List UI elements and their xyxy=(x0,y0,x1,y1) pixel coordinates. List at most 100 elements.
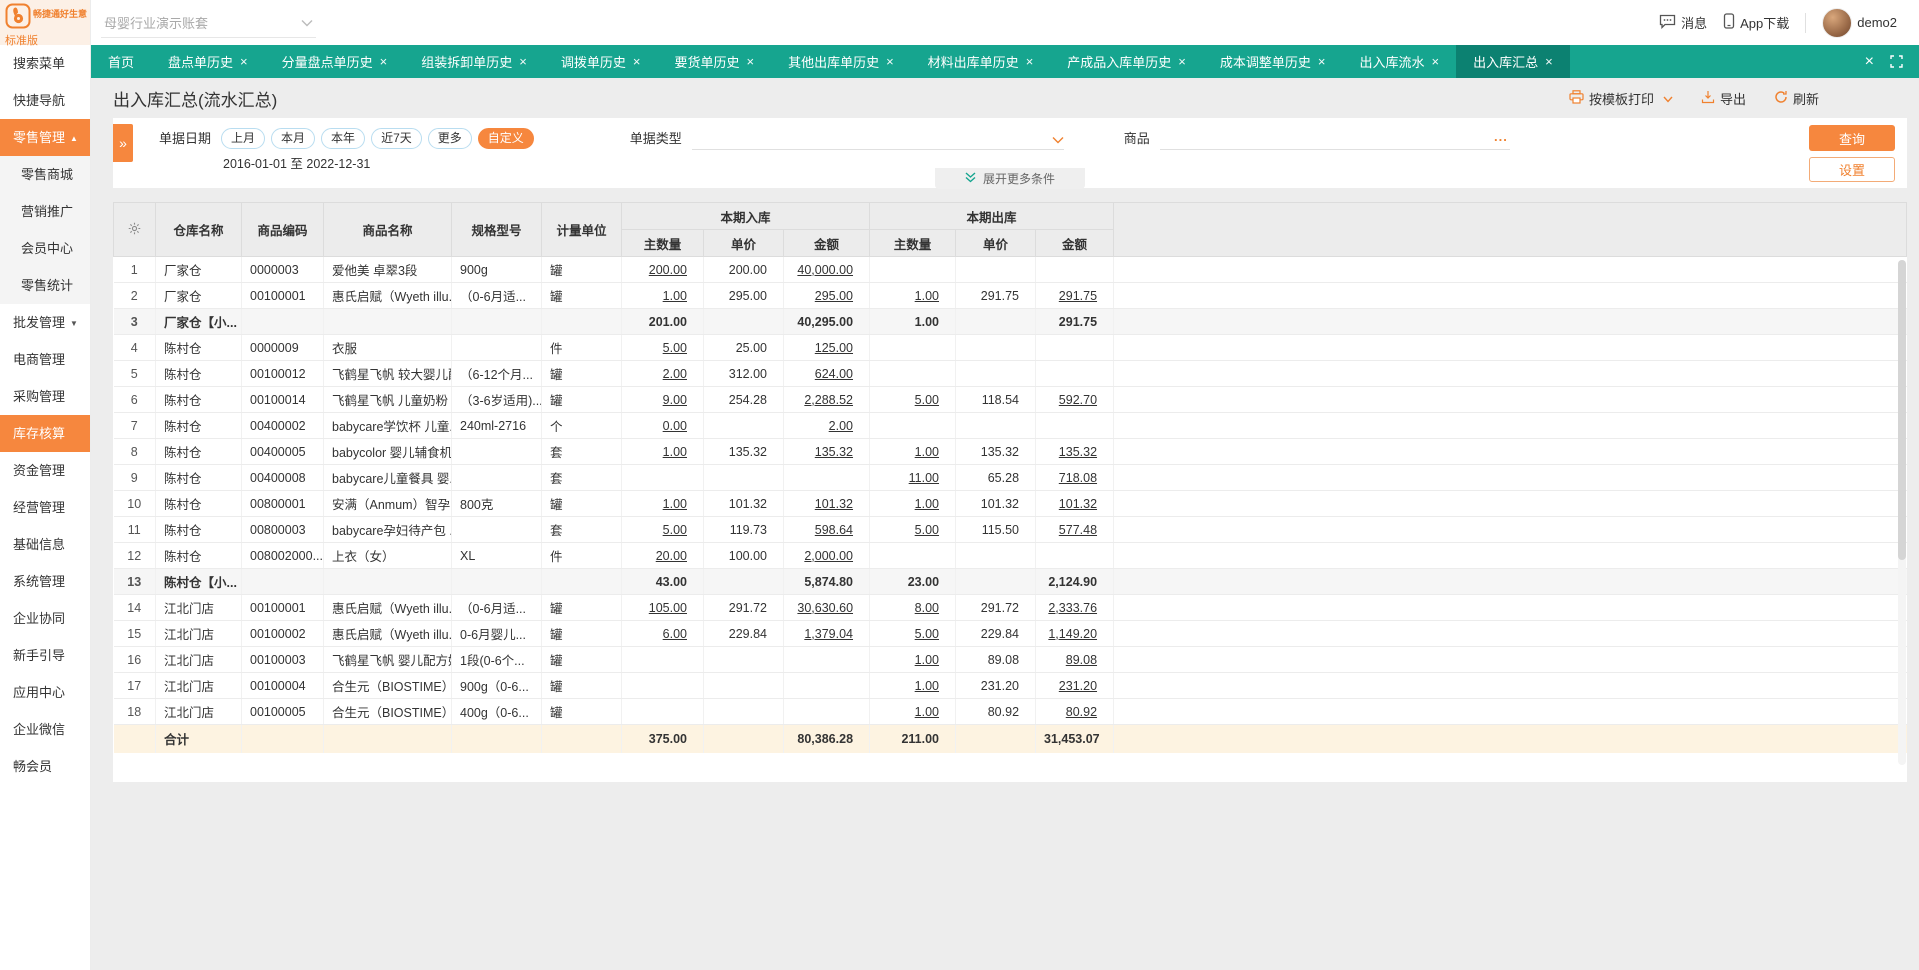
in-amount-link[interactable]: 125.00 xyxy=(814,340,854,355)
tab-close-icon[interactable]: × xyxy=(1317,54,1326,69)
header-product-name[interactable]: 商品名称 xyxy=(323,202,452,257)
sidebar-item-16[interactable]: 新手引导 xyxy=(0,637,90,674)
in-amount-link[interactable]: 135.32 xyxy=(814,444,854,459)
in-amount-link[interactable]: 2,288.52 xyxy=(804,392,854,407)
header-in-price[interactable]: 单价 xyxy=(703,229,784,257)
out-qty-link[interactable]: 5.00 xyxy=(914,392,940,407)
tab-9[interactable]: 成本调整单历史 × xyxy=(1203,45,1343,78)
in-amount-link[interactable]: 295.00 xyxy=(814,288,854,303)
in-qty-link[interactable]: 5.00 xyxy=(662,340,687,355)
out-amount-link[interactable]: 592.70 xyxy=(1058,392,1098,407)
tab-11[interactable]: 出入库汇总 × xyxy=(1456,45,1570,78)
out-amount-link[interactable]: 89.08 xyxy=(1065,652,1098,667)
sidebar-item-12[interactable]: 经营管理 xyxy=(0,489,90,526)
tab-6[interactable]: 其他出库单历史 × xyxy=(771,45,911,78)
in-qty-link[interactable]: 1.00 xyxy=(662,288,687,303)
sidebar-item-11[interactable]: 资金管理 xyxy=(0,452,90,489)
sidebar-item-14[interactable]: 系统管理 xyxy=(0,563,90,600)
date-pill-1[interactable]: 本月 xyxy=(271,128,316,149)
sidebar-item-9[interactable]: 采购管理 xyxy=(0,378,90,415)
sidebar-item-6[interactable]: 零售统计 xyxy=(0,267,90,304)
in-qty-link[interactable]: 0.00 xyxy=(662,418,687,433)
in-amount-link[interactable]: 30,630.60 xyxy=(797,600,854,615)
tab-close-icon[interactable]: × xyxy=(1025,54,1034,69)
tab-4[interactable]: 调拨单历史 × xyxy=(544,45,658,78)
product-picker-ellipsis[interactable]: ... xyxy=(1493,129,1508,144)
app-download-button[interactable]: App下载 xyxy=(1723,13,1789,32)
date-pill-2[interactable]: 本年 xyxy=(321,128,366,149)
in-amount-link[interactable]: 598.64 xyxy=(814,522,854,537)
user-menu[interactable]: demo2 xyxy=(1822,7,1897,38)
sidebar-item-18[interactable]: 企业微信 xyxy=(0,711,90,748)
tab-close-icon[interactable]: × xyxy=(1178,54,1186,69)
sidebar-item-8[interactable]: 电商管理 xyxy=(0,341,90,378)
out-qty-link[interactable]: 1.00 xyxy=(914,288,940,303)
product-input[interactable]: ... xyxy=(1159,128,1510,150)
out-qty-link[interactable]: 5.00 xyxy=(914,522,940,537)
in-amount-link[interactable]: 1,379.04 xyxy=(804,626,854,641)
tab-7[interactable]: 材料出库单历史 × xyxy=(911,45,1051,78)
print-by-template-button[interactable]: 按模板打印 xyxy=(1569,89,1673,108)
out-qty-link[interactable]: 1.00 xyxy=(914,652,940,667)
out-amount-link[interactable]: 80.92 xyxy=(1065,704,1098,719)
out-qty-link[interactable]: 11.00 xyxy=(908,470,940,485)
tab-0[interactable]: 首页 xyxy=(91,45,151,78)
refresh-button[interactable]: 刷新 xyxy=(1774,89,1819,108)
date-pill-0[interactable]: 上月 xyxy=(221,128,266,149)
out-qty-link[interactable]: 1.00 xyxy=(914,704,940,719)
out-amount-link[interactable]: 718.08 xyxy=(1058,470,1098,485)
out-amount-link[interactable]: 2,333.76 xyxy=(1048,600,1098,615)
in-qty-link[interactable]: 6.00 xyxy=(662,626,687,641)
sidebar-item-4[interactable]: 营销推广 xyxy=(0,193,90,230)
header-in-amount[interactable]: 金额 xyxy=(782,229,871,257)
sidebar-item-7[interactable]: 批发管理 ▼ xyxy=(0,304,90,341)
tab-10[interactable]: 出入库流水 × xyxy=(1343,45,1457,78)
out-qty-link[interactable]: 5.00 xyxy=(914,626,940,641)
sidebar-item-1[interactable]: 快捷导航 xyxy=(0,82,90,119)
sidebar-item-10[interactable]: 库存核算 xyxy=(0,415,90,452)
in-amount-link[interactable]: 2.00 xyxy=(828,418,854,433)
sidebar-item-19[interactable]: 畅会员 xyxy=(0,748,90,785)
tab-close-icon[interactable]: × xyxy=(886,54,894,69)
in-qty-link[interactable]: 1.00 xyxy=(662,496,687,511)
in-qty-link[interactable]: 1.00 xyxy=(662,444,687,459)
sidebar-item-5[interactable]: 会员中心 xyxy=(0,230,90,267)
out-amount-link[interactable]: 291.75 xyxy=(1058,288,1098,303)
in-qty-link[interactable]: 20.00 xyxy=(655,548,687,563)
fullscreen-icon[interactable] xyxy=(1890,55,1903,68)
export-button[interactable]: 导出 xyxy=(1701,89,1746,108)
sidebar-item-0[interactable]: 搜索菜单 xyxy=(0,45,90,82)
sidebar-item-17[interactable]: 应用中心 xyxy=(0,674,90,711)
tab-close-icon[interactable]: × xyxy=(746,54,755,69)
sidebar-item-13[interactable]: 基础信息 xyxy=(0,526,90,563)
close-all-tabs-icon[interactable]: × xyxy=(1864,52,1874,70)
sidebar-item-15[interactable]: 企业协同 xyxy=(0,600,90,637)
logo-box[interactable]: 畅捷通好生意 标准版 xyxy=(0,0,90,47)
messages-button[interactable]: 消息 xyxy=(1659,13,1707,32)
header-product-code[interactable]: 商品编码 xyxy=(241,202,324,257)
tab-close-icon[interactable]: × xyxy=(379,54,388,69)
expand-more-conditions[interactable]: 展开更多条件 xyxy=(934,168,1086,189)
date-pill-4[interactable]: 更多 xyxy=(427,128,472,149)
in-qty-link[interactable]: 9.00 xyxy=(662,392,687,407)
date-pill-custom[interactable]: 自定义 xyxy=(477,128,534,149)
header-in-qty[interactable]: 主数量 xyxy=(621,229,704,257)
tab-close-icon[interactable]: × xyxy=(1545,54,1553,69)
in-qty-link[interactable]: 200.00 xyxy=(648,262,687,277)
tab-close-icon[interactable]: × xyxy=(240,54,248,69)
column-settings-header[interactable] xyxy=(113,202,156,257)
vertical-scrollbar[interactable] xyxy=(1898,260,1906,765)
out-qty-link[interactable]: 1.00 xyxy=(914,444,940,459)
header-out-amount[interactable]: 金额 xyxy=(1035,229,1115,257)
doc-type-select[interactable] xyxy=(691,128,1064,150)
out-amount-link[interactable]: 577.48 xyxy=(1058,522,1098,537)
tab-close-icon[interactable]: × xyxy=(632,54,641,69)
tab-1[interactable]: 盘点单历史 × xyxy=(151,45,265,78)
query-button[interactable]: 查询 xyxy=(1809,125,1895,151)
header-out-qty[interactable]: 主数量 xyxy=(869,229,957,257)
header-spec[interactable]: 规格型号 xyxy=(451,202,542,257)
in-amount-link[interactable]: 624.00 xyxy=(814,366,854,381)
in-amount-link[interactable]: 2,000.00 xyxy=(804,548,854,563)
out-amount-link[interactable]: 101.32 xyxy=(1058,496,1098,511)
out-amount-link[interactable]: 135.32 xyxy=(1058,444,1098,459)
